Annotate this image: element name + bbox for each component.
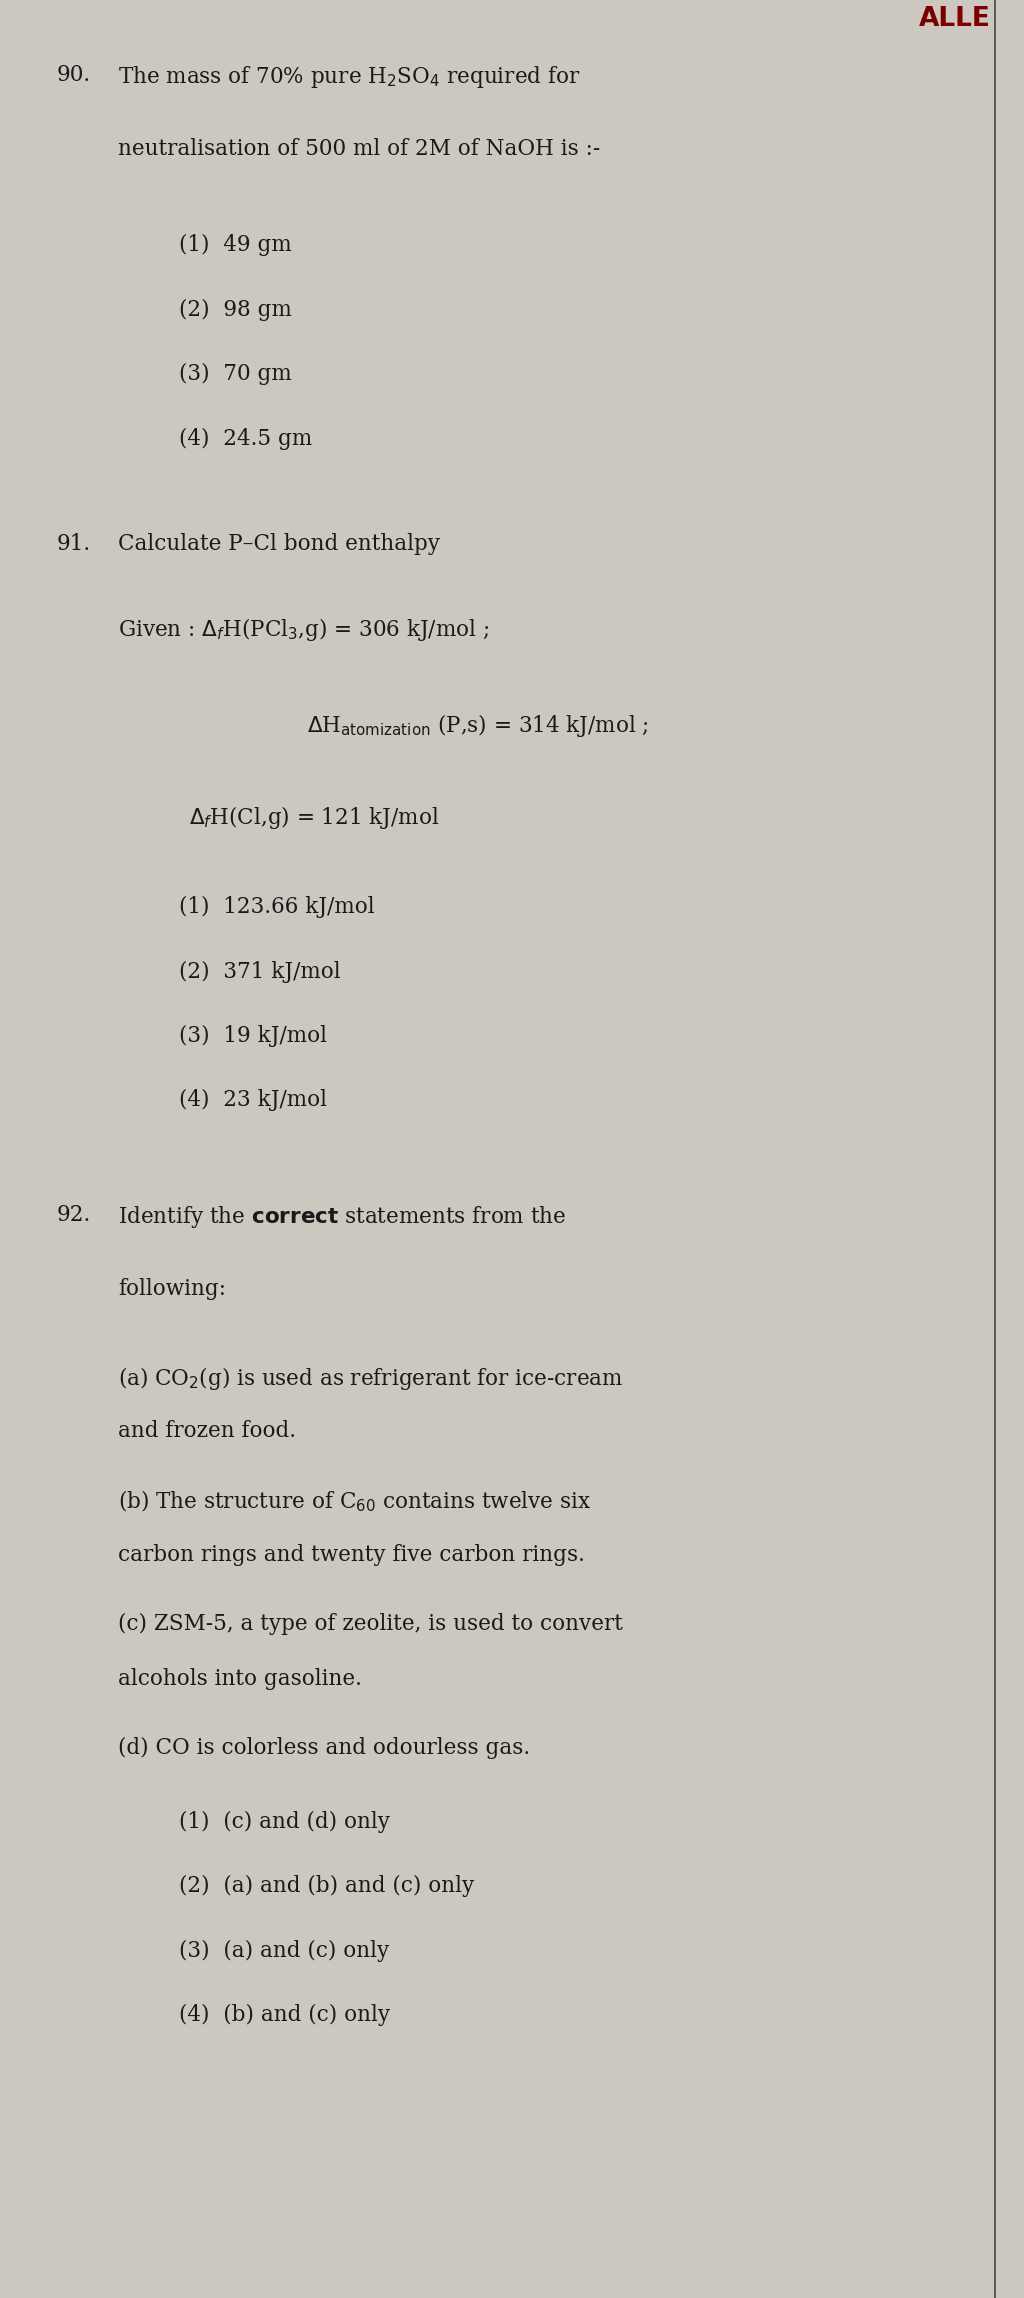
Text: carbon rings and twenty five carbon rings.: carbon rings and twenty five carbon ring… — [118, 1544, 585, 1567]
Text: (1)  (c) and (d) only: (1) (c) and (d) only — [179, 1811, 390, 1834]
Text: (3)  (a) and (c) only: (3) (a) and (c) only — [179, 1940, 389, 1962]
Text: and frozen food.: and frozen food. — [118, 1420, 296, 1443]
Text: 91.: 91. — [56, 533, 90, 556]
Text: Calculate P–Cl bond enthalpy: Calculate P–Cl bond enthalpy — [118, 533, 439, 556]
Text: ALLE: ALLE — [920, 5, 991, 32]
Text: (1)  49 gm: (1) 49 gm — [179, 234, 292, 257]
Text: following:: following: — [118, 1278, 225, 1301]
Text: (4)  (b) and (c) only: (4) (b) and (c) only — [179, 2004, 390, 2027]
Text: (1)  123.66 kJ/mol: (1) 123.66 kJ/mol — [179, 896, 375, 919]
Text: neutralisation of 500 ml of 2M of NaOH is :-: neutralisation of 500 ml of 2M of NaOH i… — [118, 138, 600, 161]
Text: (2)  (a) and (b) and (c) only: (2) (a) and (b) and (c) only — [179, 1875, 474, 1898]
Text: (4)  23 kJ/mol: (4) 23 kJ/mol — [179, 1089, 328, 1112]
Text: Given : $\Delta_f$H(PCl$_3$,g) = 306 kJ/mol ;: Given : $\Delta_f$H(PCl$_3$,g) = 306 kJ/… — [118, 616, 489, 643]
Text: (a) CO$_2$(g) is used as refrigerant for ice-cream: (a) CO$_2$(g) is used as refrigerant for… — [118, 1365, 624, 1393]
Text: (3)  70 gm: (3) 70 gm — [179, 363, 292, 386]
Text: $\Delta$H$_{\mathrm{atomization}}$ (P,s) = 314 kJ/mol ;: $\Delta$H$_{\mathrm{atomization}}$ (P,s)… — [307, 712, 649, 740]
Text: (4)  24.5 gm: (4) 24.5 gm — [179, 427, 312, 450]
Text: (2)  98 gm: (2) 98 gm — [179, 299, 292, 322]
Text: Identify the $\mathbf{correct}$ statements from the: Identify the $\mathbf{correct}$ statemen… — [118, 1204, 566, 1229]
Text: (3)  19 kJ/mol: (3) 19 kJ/mol — [179, 1025, 328, 1048]
Text: (2)  371 kJ/mol: (2) 371 kJ/mol — [179, 961, 341, 984]
Text: (b) The structure of C$_{60}$ contains twelve six: (b) The structure of C$_{60}$ contains t… — [118, 1489, 591, 1514]
Text: 92.: 92. — [56, 1204, 90, 1227]
Text: (c) ZSM-5, a type of zeolite, is used to convert: (c) ZSM-5, a type of zeolite, is used to… — [118, 1613, 623, 1636]
Text: The mass of 70% pure H$_2$SO$_4$ required for: The mass of 70% pure H$_2$SO$_4$ require… — [118, 64, 581, 90]
Text: (d) CO is colorless and odourless gas.: (d) CO is colorless and odourless gas. — [118, 1737, 529, 1760]
Text: $\Delta_f$H(Cl,g) = 121 kJ/mol: $\Delta_f$H(Cl,g) = 121 kJ/mol — [189, 804, 439, 832]
Text: alcohols into gasoline.: alcohols into gasoline. — [118, 1668, 361, 1691]
Text: 90.: 90. — [56, 64, 90, 87]
